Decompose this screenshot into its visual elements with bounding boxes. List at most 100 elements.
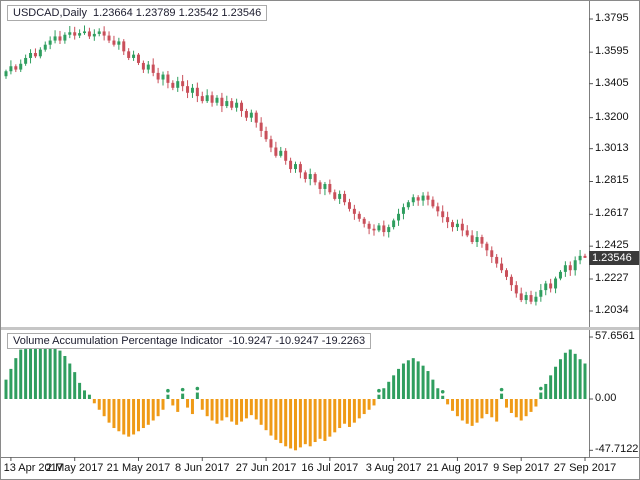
histogram-bar bbox=[451, 399, 455, 411]
candle-body bbox=[24, 57, 28, 64]
candle-body bbox=[215, 97, 219, 103]
histogram-bar bbox=[112, 399, 116, 429]
histogram-bar bbox=[382, 388, 386, 399]
candle-body bbox=[235, 102, 239, 108]
histogram-bar bbox=[500, 393, 504, 399]
histogram-bar bbox=[87, 394, 91, 399]
candle-body bbox=[284, 150, 288, 161]
candle-body bbox=[63, 34, 67, 41]
price-tick-label: 1.2617 bbox=[595, 207, 629, 220]
histogram-bar bbox=[313, 399, 317, 443]
candle-body bbox=[534, 296, 538, 302]
histogram-bar bbox=[357, 399, 361, 419]
indicator-tick-label: -47.7122 bbox=[595, 443, 639, 456]
candle-body bbox=[289, 160, 293, 170]
candle-body bbox=[475, 237, 479, 243]
date-label: 8 Jun 2017 bbox=[175, 462, 230, 474]
candle-body bbox=[205, 95, 209, 102]
candle-body bbox=[495, 256, 499, 264]
candle-body bbox=[38, 49, 42, 57]
histogram-bar bbox=[289, 399, 293, 449]
candle-body bbox=[406, 202, 410, 208]
candle-body bbox=[181, 81, 185, 87]
candle-body bbox=[249, 112, 253, 118]
histogram-bar bbox=[254, 399, 258, 420]
histogram-bar bbox=[19, 349, 23, 399]
candle-body bbox=[97, 31, 101, 34]
histogram-bar bbox=[48, 340, 52, 399]
candle-body bbox=[254, 112, 258, 123]
signal-dot bbox=[377, 388, 381, 393]
histogram-bar bbox=[195, 392, 199, 399]
candle-body bbox=[460, 223, 464, 231]
candle-body bbox=[29, 52, 33, 58]
ohlc-values-label: 1.23664 1.23789 1.23542 1.23546 bbox=[92, 7, 262, 19]
histogram-bar bbox=[318, 399, 322, 439]
candle-body bbox=[264, 130, 268, 140]
histogram-bar bbox=[470, 399, 474, 426]
candle-body bbox=[318, 182, 322, 189]
indicator-pane[interactable] bbox=[1, 331, 589, 457]
histogram-bar bbox=[176, 399, 180, 412]
date-label: 27 Jun 2017 bbox=[235, 462, 297, 474]
histogram-bar bbox=[475, 399, 479, 423]
candle-body bbox=[367, 223, 371, 229]
signal-dot bbox=[440, 389, 445, 394]
signal-dot bbox=[180, 387, 185, 392]
histogram-bar bbox=[509, 399, 513, 413]
histogram-bar bbox=[352, 399, 356, 423]
histogram-bar bbox=[151, 399, 155, 421]
histogram-bar bbox=[205, 399, 209, 417]
histogram-bar bbox=[568, 349, 572, 399]
histogram-bar bbox=[210, 399, 214, 421]
histogram-bar bbox=[416, 361, 420, 399]
candle-body bbox=[117, 41, 121, 45]
candle-body bbox=[83, 31, 87, 34]
histogram-bar bbox=[421, 365, 425, 399]
indicator-name-label: Volume Accumulation Percentage Indicator bbox=[13, 335, 223, 347]
candle-body bbox=[441, 211, 445, 218]
candle-body bbox=[431, 199, 435, 207]
candle-body bbox=[19, 63, 23, 70]
histogram-bar bbox=[63, 355, 67, 399]
histogram-bar bbox=[347, 399, 351, 427]
candle-body bbox=[244, 111, 248, 118]
histogram-bar bbox=[519, 399, 523, 421]
histogram-bar bbox=[406, 360, 410, 399]
histogram-bar bbox=[33, 336, 37, 399]
histogram-bar bbox=[578, 359, 582, 399]
candle-body bbox=[225, 101, 229, 107]
histogram-bar bbox=[244, 399, 248, 419]
date-label: 21 May 2017 bbox=[106, 462, 171, 474]
main-chart-pane[interactable] bbox=[1, 1, 589, 327]
candle-body bbox=[132, 54, 136, 58]
signal-dot bbox=[499, 387, 504, 392]
indicator-tick-label: 0.00 bbox=[595, 392, 617, 404]
histogram-bar bbox=[465, 399, 469, 424]
price-axis[interactable] bbox=[589, 1, 639, 457]
histogram-bar bbox=[303, 399, 307, 445]
candle-body bbox=[333, 192, 337, 199]
candle-body bbox=[195, 87, 199, 97]
histogram-bar bbox=[200, 399, 204, 410]
histogram-bar bbox=[392, 375, 396, 399]
candle-body bbox=[377, 225, 381, 231]
candle-body bbox=[539, 290, 543, 297]
histogram-bar bbox=[343, 399, 347, 424]
indicator-values-label: -10.9247 -10.9247 -19.2263 bbox=[228, 335, 366, 347]
histogram-bar bbox=[504, 399, 508, 408]
candle-body bbox=[544, 283, 548, 291]
candle-body bbox=[524, 295, 528, 301]
histogram-bar bbox=[215, 399, 219, 424]
histogram-bar bbox=[146, 399, 150, 425]
histogram-bar bbox=[29, 338, 33, 399]
histogram-bar bbox=[269, 399, 273, 436]
histogram-bar bbox=[92, 399, 96, 404]
candle-body bbox=[451, 222, 455, 228]
histogram-bar bbox=[58, 350, 62, 399]
candle-body bbox=[583, 255, 587, 258]
price-tick-label: 1.2034 bbox=[595, 304, 629, 316]
histogram-bar bbox=[544, 383, 548, 399]
candle-body bbox=[58, 36, 62, 41]
histogram-bar bbox=[166, 394, 170, 399]
